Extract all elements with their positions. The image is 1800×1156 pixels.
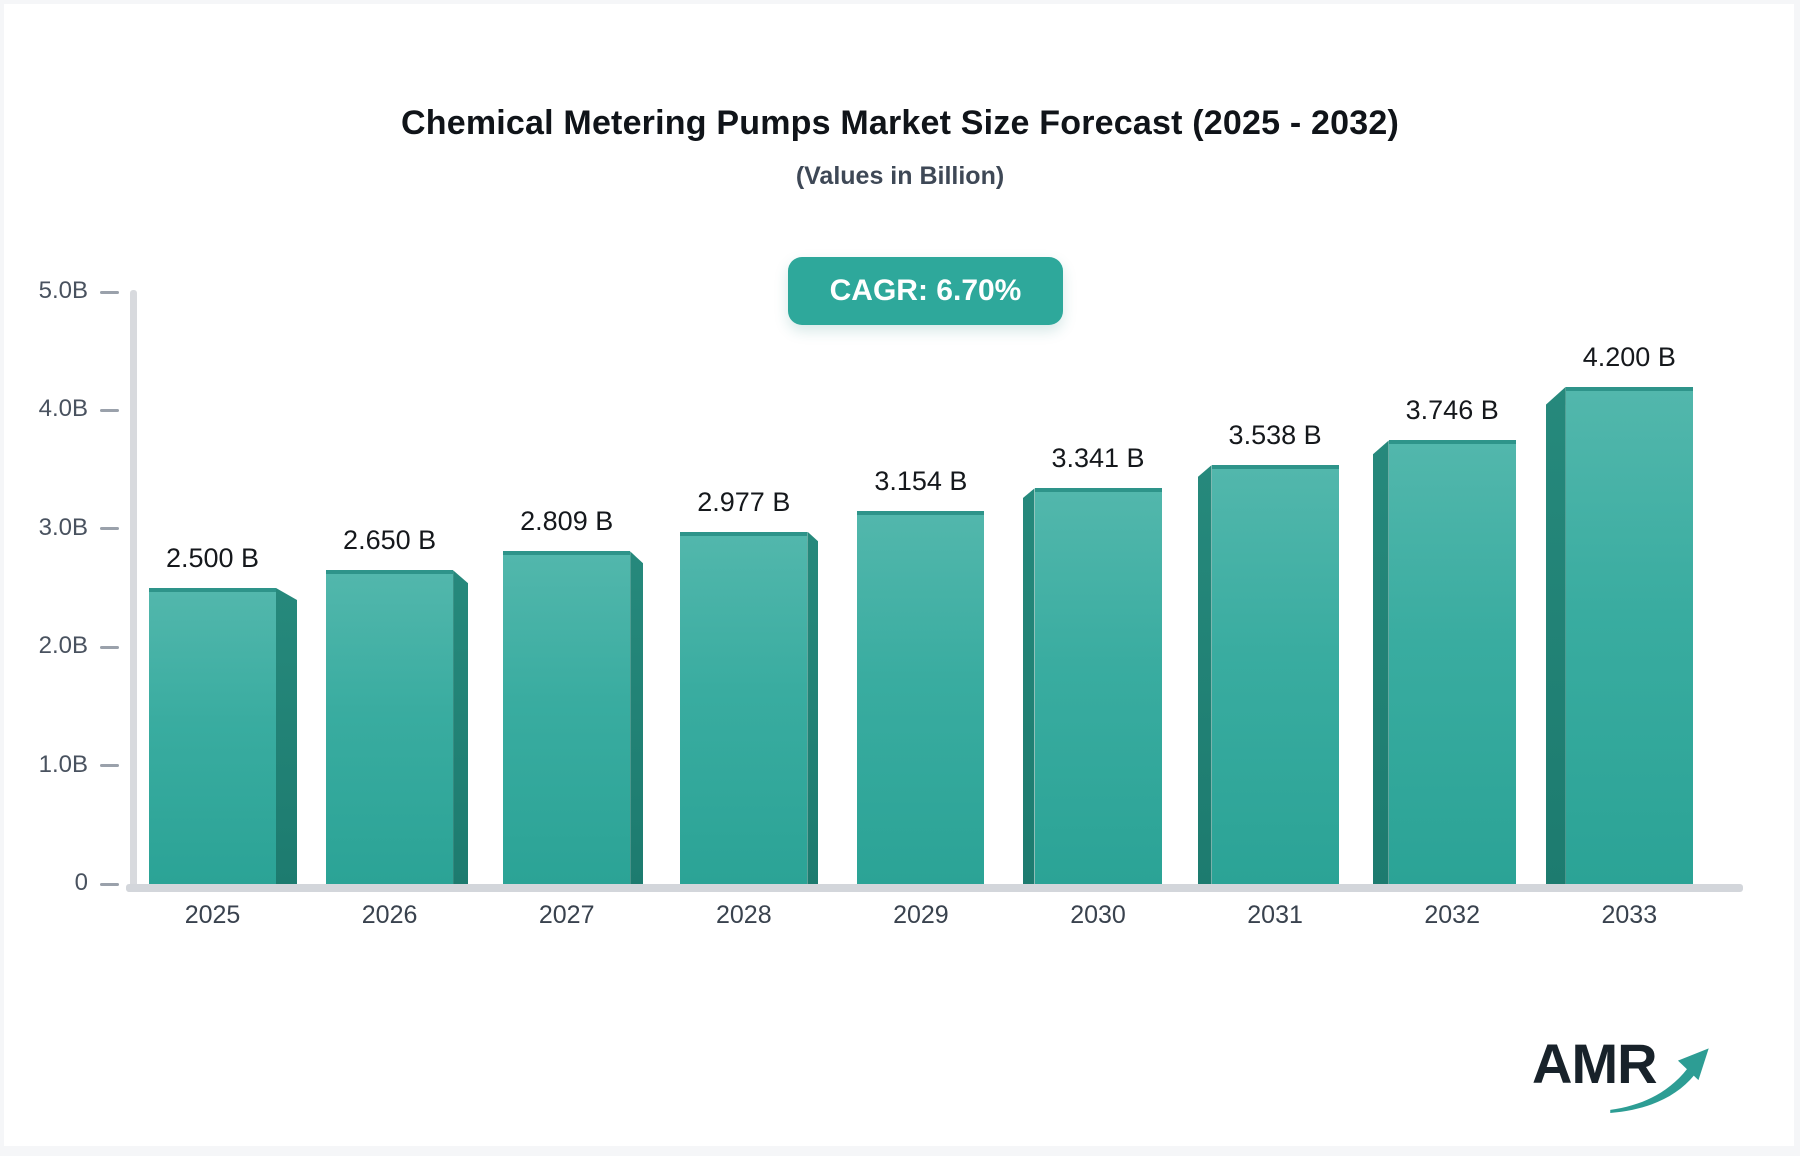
bar-side-2031 <box>1197 465 1212 884</box>
bar-2025 <box>149 588 276 884</box>
amr-logo-text: AMR <box>1532 1032 1658 1095</box>
y-tick-mark <box>100 882 119 886</box>
x-axis-baseline <box>126 884 1743 892</box>
bar-side-2028 <box>807 531 819 884</box>
bar-2031 <box>1211 465 1339 884</box>
amr-logo: AMR <box>1532 1032 1717 1114</box>
cagr-badge: CAGR: 6.70% <box>788 257 1063 325</box>
y-tick-label-0: 0 <box>74 869 88 896</box>
x-tick-label-2026: 2026 <box>361 901 418 929</box>
bar-2032 <box>1388 440 1516 884</box>
x-tick-label-2027: 2027 <box>538 901 595 929</box>
bar-value-label-2032: 3.746 B <box>1405 395 1499 426</box>
x-tick-label-2033: 2033 <box>1601 901 1658 929</box>
y-tick-label-4.0B: 4.0B <box>38 395 88 423</box>
bar-side-2033 <box>1545 386 1566 884</box>
growth-arrow-icon <box>1610 1048 1709 1113</box>
x-tick-label-2028: 2028 <box>715 901 772 929</box>
x-tick-label-2030: 2030 <box>1070 901 1126 929</box>
bar-value-label-2025: 2.500 B <box>165 543 260 573</box>
bar-2027 <box>503 551 631 884</box>
y-tick-mark <box>100 408 119 412</box>
y-tick-mark <box>100 290 119 294</box>
y-tick-label-1.0B: 1.0B <box>38 750 88 778</box>
y-tick-label-3.0B: 3.0B <box>38 513 88 541</box>
bar-value-label-2031: 3.538 B <box>1228 420 1322 451</box>
bar-side-2032 <box>1372 440 1389 884</box>
bar-value-label-2027: 2.809 B <box>520 506 614 537</box>
bar-2029 <box>857 510 985 884</box>
bar-side-2030 <box>1022 488 1035 884</box>
y-tick-label-5.0B: 5.0B <box>38 277 88 304</box>
bar-2030 <box>1034 488 1162 884</box>
bar-value-label-2029: 3.154 B <box>874 465 968 496</box>
bar-2026 <box>326 570 454 884</box>
y-tick-label-2.0B: 2.0B <box>38 632 88 660</box>
bar-2033 <box>1565 386 1693 884</box>
bar-value-label-2030: 3.341 B <box>1051 443 1145 474</box>
chart-subtitle: (Values in Billion) <box>795 162 1005 190</box>
y-axis-line <box>130 290 137 892</box>
bar-2028 <box>680 531 808 884</box>
bar-side-2026 <box>453 570 469 884</box>
chart-title: Chemical Metering Pumps Market Size Fore… <box>401 104 1399 142</box>
y-tick-mark <box>100 764 119 768</box>
y-tick-mark <box>100 527 119 531</box>
y-tick-mark <box>100 645 119 649</box>
x-tick-label-2032: 2032 <box>1424 901 1480 929</box>
bar-value-label-2026: 2.650 B <box>343 525 437 556</box>
x-tick-label-2029: 2029 <box>893 901 949 929</box>
bar-value-label-2033: 4.200 B <box>1582 341 1676 372</box>
cagr-badge-label: CAGR: 6.70% <box>829 274 1022 307</box>
x-tick-label-2031: 2031 <box>1247 901 1303 929</box>
bar-side-2027 <box>630 551 644 884</box>
x-tick-label-2025: 2025 <box>184 901 241 929</box>
bar-side-2025 <box>276 588 297 884</box>
bar-value-label-2028: 2.977 B <box>697 486 791 517</box>
